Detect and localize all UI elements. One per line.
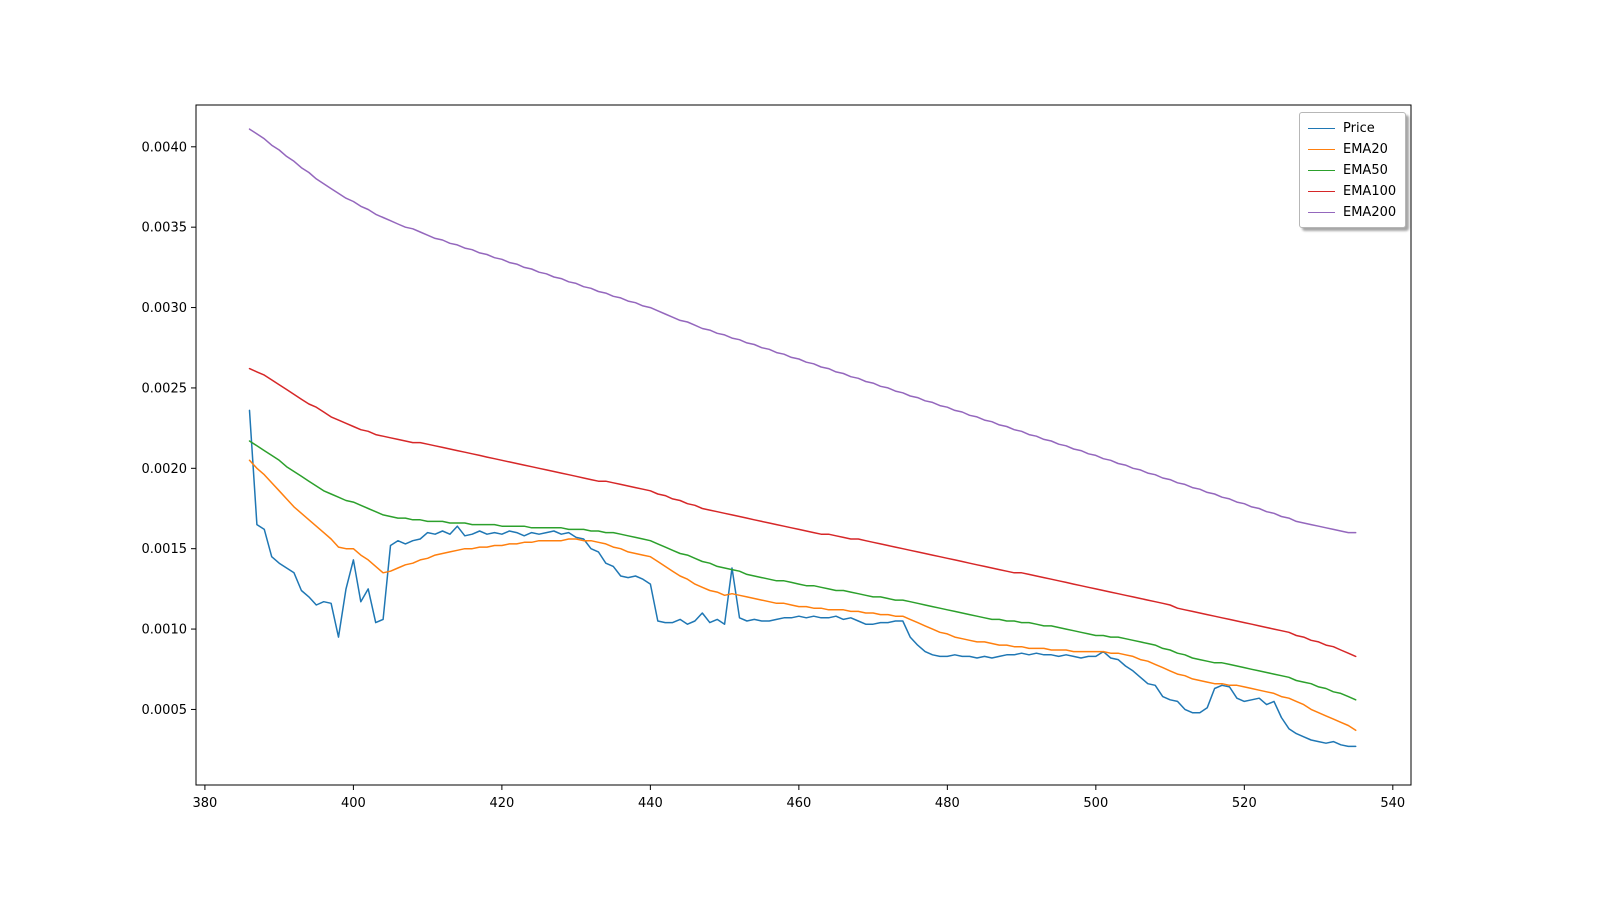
legend-entry-EMA50: EMA50 bbox=[1308, 160, 1396, 180]
legend-label: EMA50 bbox=[1343, 162, 1388, 178]
legend-label: EMA100 bbox=[1343, 183, 1397, 199]
y-tick-label: 0.0025 bbox=[142, 381, 188, 396]
x-tick-label: 400 bbox=[341, 796, 366, 811]
y-tick-label: 0.0035 bbox=[142, 221, 188, 236]
axes-frame bbox=[195, 104, 1412, 786]
legend-label: EMA200 bbox=[1343, 204, 1397, 220]
legend-entry-Price: Price bbox=[1308, 118, 1396, 138]
x-tick-label: 540 bbox=[1380, 796, 1405, 811]
y-tick-label: 0.0005 bbox=[142, 703, 188, 718]
legend-label: Price bbox=[1343, 120, 1375, 136]
x-tick-label: 380 bbox=[192, 796, 217, 811]
series-line-EMA200 bbox=[248, 128, 1357, 534]
x-tick-label: 460 bbox=[786, 796, 811, 811]
legend-line-sample bbox=[1308, 190, 1335, 192]
legend-line-sample bbox=[1308, 127, 1335, 129]
x-tick-label: 480 bbox=[935, 796, 960, 811]
y-tick-label: 0.0030 bbox=[142, 301, 188, 316]
legend-label: EMA20 bbox=[1343, 141, 1388, 157]
legend-line-sample bbox=[1308, 211, 1335, 213]
x-tick-label: 520 bbox=[1232, 796, 1257, 811]
series-line-Price bbox=[248, 409, 1357, 748]
legend: Price EMA20 EMA50 EMA100 EMA200 bbox=[1299, 112, 1407, 228]
legend-line-sample bbox=[1308, 169, 1335, 171]
x-tick-label: 440 bbox=[638, 796, 663, 811]
y-tick-label: 0.0020 bbox=[142, 462, 188, 477]
legend-entry-EMA100: EMA100 bbox=[1308, 181, 1396, 201]
series-line-EMA20 bbox=[248, 459, 1357, 732]
series-line-EMA50 bbox=[248, 440, 1357, 701]
legend-entry-EMA20: EMA20 bbox=[1308, 139, 1396, 159]
y-tick-label: 0.0040 bbox=[142, 140, 188, 155]
x-tick-label: 500 bbox=[1083, 796, 1108, 811]
y-tick-label: 0.0010 bbox=[142, 623, 188, 638]
series-line-EMA100 bbox=[248, 367, 1357, 658]
legend-entry-EMA200: EMA200 bbox=[1308, 202, 1396, 222]
legend-line-sample bbox=[1308, 148, 1335, 150]
y-tick-label: 0.0015 bbox=[142, 542, 188, 557]
x-tick-label: 420 bbox=[489, 796, 514, 811]
